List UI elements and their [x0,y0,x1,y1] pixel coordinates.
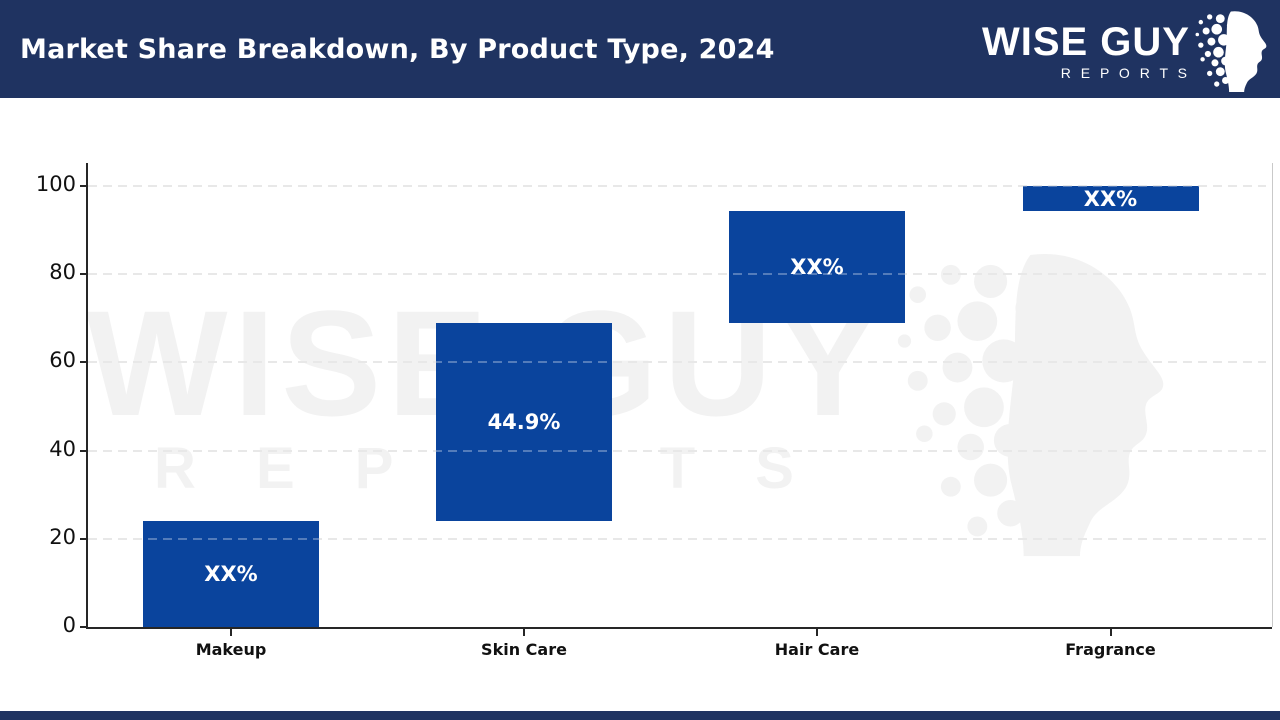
x-axis-line [86,627,1272,629]
x-axis-label-makeup: Makeup [195,640,267,659]
x-tick-3 [816,629,818,636]
bar-fragrance: XX% [1022,186,1199,212]
x-tick-1 [230,629,232,636]
x-axis-label-hair-care: Hair Care [774,640,860,659]
x-tick-4 [1109,629,1112,636]
y-tick-label-40: 40 [49,436,76,461]
plot-right-border [1272,163,1273,627]
y-tick-0 [80,626,87,628]
y-tick-80 [80,273,87,276]
gridline-overlay-40 [88,449,1266,452]
gridline-80 [88,273,1266,276]
x-axis-label-skin-care: Skin Care [481,640,567,659]
y-tick-20 [80,537,87,540]
logo-subtitle: R E P O R T S [1060,64,1190,81]
gridline-60 [88,361,1266,364]
gridline-overlay-80 [88,273,1266,276]
footer-band [0,711,1280,720]
bar-makeup: XX% [143,521,319,627]
page-title: Market Share Breakdown, By Product Type,… [20,33,775,65]
y-tick-label-0: 0 [62,613,76,637]
header-band: Market Share Breakdown, By Product Type,… [0,0,1280,98]
bar-skin-care: 44.9% [436,323,612,522]
bar-value-label: XX% [790,255,844,280]
logo-text: WISE GUY R E P O R T S [982,20,1190,81]
y-tick-label-60: 60 [49,348,76,373]
bar-hair-care: XX% [729,211,905,324]
gridline-40 [88,449,1266,452]
logo-wordmark: WISE GUY [981,19,1190,64]
y-tick-label-20: 20 [49,524,76,549]
y-axis-line [86,163,88,629]
bar-value-label: XX% [1083,186,1138,211]
y-tick-40 [80,449,87,452]
bar-value-label: 44.9% [487,410,561,435]
y-tick-100 [80,185,87,187]
gridline-100 [88,185,1266,187]
wiseguy-head-icon [1186,8,1274,92]
y-tick-60 [80,361,87,364]
bar-value-label: XX% [204,562,258,587]
wiseguy-logo: WISE GUY R E P O R T S [982,6,1274,94]
watermark-head-icon [878,213,1176,585]
y-tick-label-100: 100 [35,172,76,196]
gridline-overlay-100 [88,185,1266,187]
y-tick-label-80: 80 [49,260,76,285]
gridline-20 [88,537,1266,540]
gridline-overlay-60 [88,361,1266,364]
x-axis-label-fragrance: Fragrance [1065,640,1156,659]
x-tick-2 [523,629,525,636]
gridline-overlay-20 [88,537,1266,540]
